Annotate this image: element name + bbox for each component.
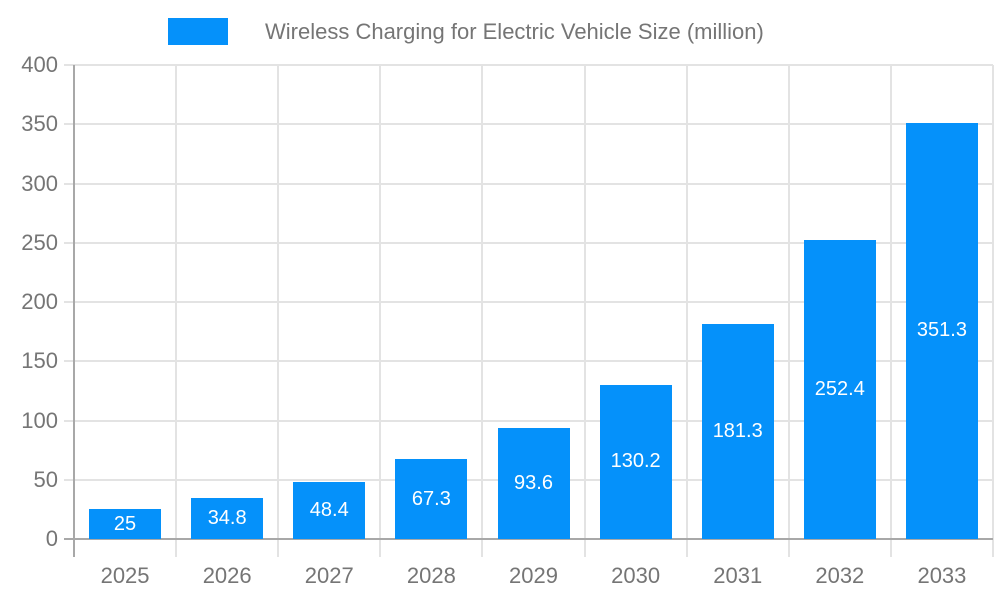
x-boundary-gridline <box>379 65 382 557</box>
legend-swatch-icon <box>168 18 228 45</box>
x-axis-tick-label: 2030 <box>611 563 661 588</box>
y-axis-tick-label: 350 <box>21 111 58 137</box>
y-axis-tick-label: 150 <box>21 348 58 374</box>
x-boundary-gridline <box>481 65 484 557</box>
y-axis-line <box>73 65 75 557</box>
y-gridline <box>64 123 993 126</box>
y-gridline <box>64 241 993 244</box>
y-axis-tick-label: 200 <box>21 289 58 314</box>
y-gridline <box>64 64 993 66</box>
x-axis-tick-label: 2028 <box>406 563 456 588</box>
x-boundary-gridline <box>685 65 688 557</box>
y-gridline <box>64 360 993 363</box>
bar-2029: 93.6 <box>497 428 570 539</box>
y-gridline <box>64 182 993 185</box>
x-boundary-gridline <box>787 65 790 557</box>
y-axis-tick-label: 250 <box>21 229 58 255</box>
bar-value-label: 48.4 <box>309 498 349 521</box>
bar-2028: 67.3 <box>395 459 468 539</box>
bar-value-label: 130.2 <box>610 450 661 473</box>
y-axis-tick-label: 50 <box>33 466 58 492</box>
bar-value-label: 25 <box>113 512 137 535</box>
y-axis-tick-label: 100 <box>21 407 58 433</box>
x-axis-tick-label: 2032 <box>815 563 865 588</box>
x-boundary-gridline <box>992 65 994 557</box>
y-gridline <box>64 301 993 303</box>
x-axis-tick-label: 2033 <box>917 563 967 588</box>
legend-label: Wireless Charging for Electric Vehicle S… <box>265 19 764 44</box>
bar-value-label: 181.3 <box>712 420 763 443</box>
bar-value-label: 93.6 <box>514 472 553 495</box>
x-axis-line <box>64 538 993 540</box>
x-boundary-gridline <box>583 65 586 557</box>
bar-value-label: 351.3 <box>916 319 967 342</box>
bar-2033: 351.3 <box>905 122 978 539</box>
bar-value-label: 67.3 <box>411 487 451 510</box>
bar-2031: 181.3 <box>701 324 774 539</box>
bar-value-label: 252.4 <box>814 377 865 400</box>
x-boundary-gridline <box>889 65 892 557</box>
bar-2032: 252.4 <box>803 239 876 539</box>
x-axis-tick-label: 2027 <box>304 563 354 588</box>
x-boundary-gridline <box>175 65 178 557</box>
x-axis-tick-label: 2026 <box>202 563 252 588</box>
y-axis-tick-label: 400 <box>21 52 58 77</box>
bar-value-label: 34.8 <box>207 506 247 529</box>
x-axis-tick-label: 2031 <box>713 563 763 588</box>
bar-2027: 48.4 <box>293 481 366 539</box>
y-gridline <box>64 419 993 422</box>
bar-2026: 34.8 <box>191 497 264 539</box>
x-axis-tick-label: 2029 <box>509 563 558 588</box>
bar-2025: 25 <box>89 509 162 539</box>
y-axis-tick-label: 300 <box>21 170 58 196</box>
x-boundary-gridline <box>277 65 280 557</box>
y-axis-tick-label: 0 <box>45 526 58 551</box>
bar-2030: 130.2 <box>599 384 672 539</box>
chart-legend[interactable]: Wireless Charging for Electric Vehicle S… <box>168 18 764 45</box>
x-axis-tick-label: 2025 <box>100 563 150 588</box>
